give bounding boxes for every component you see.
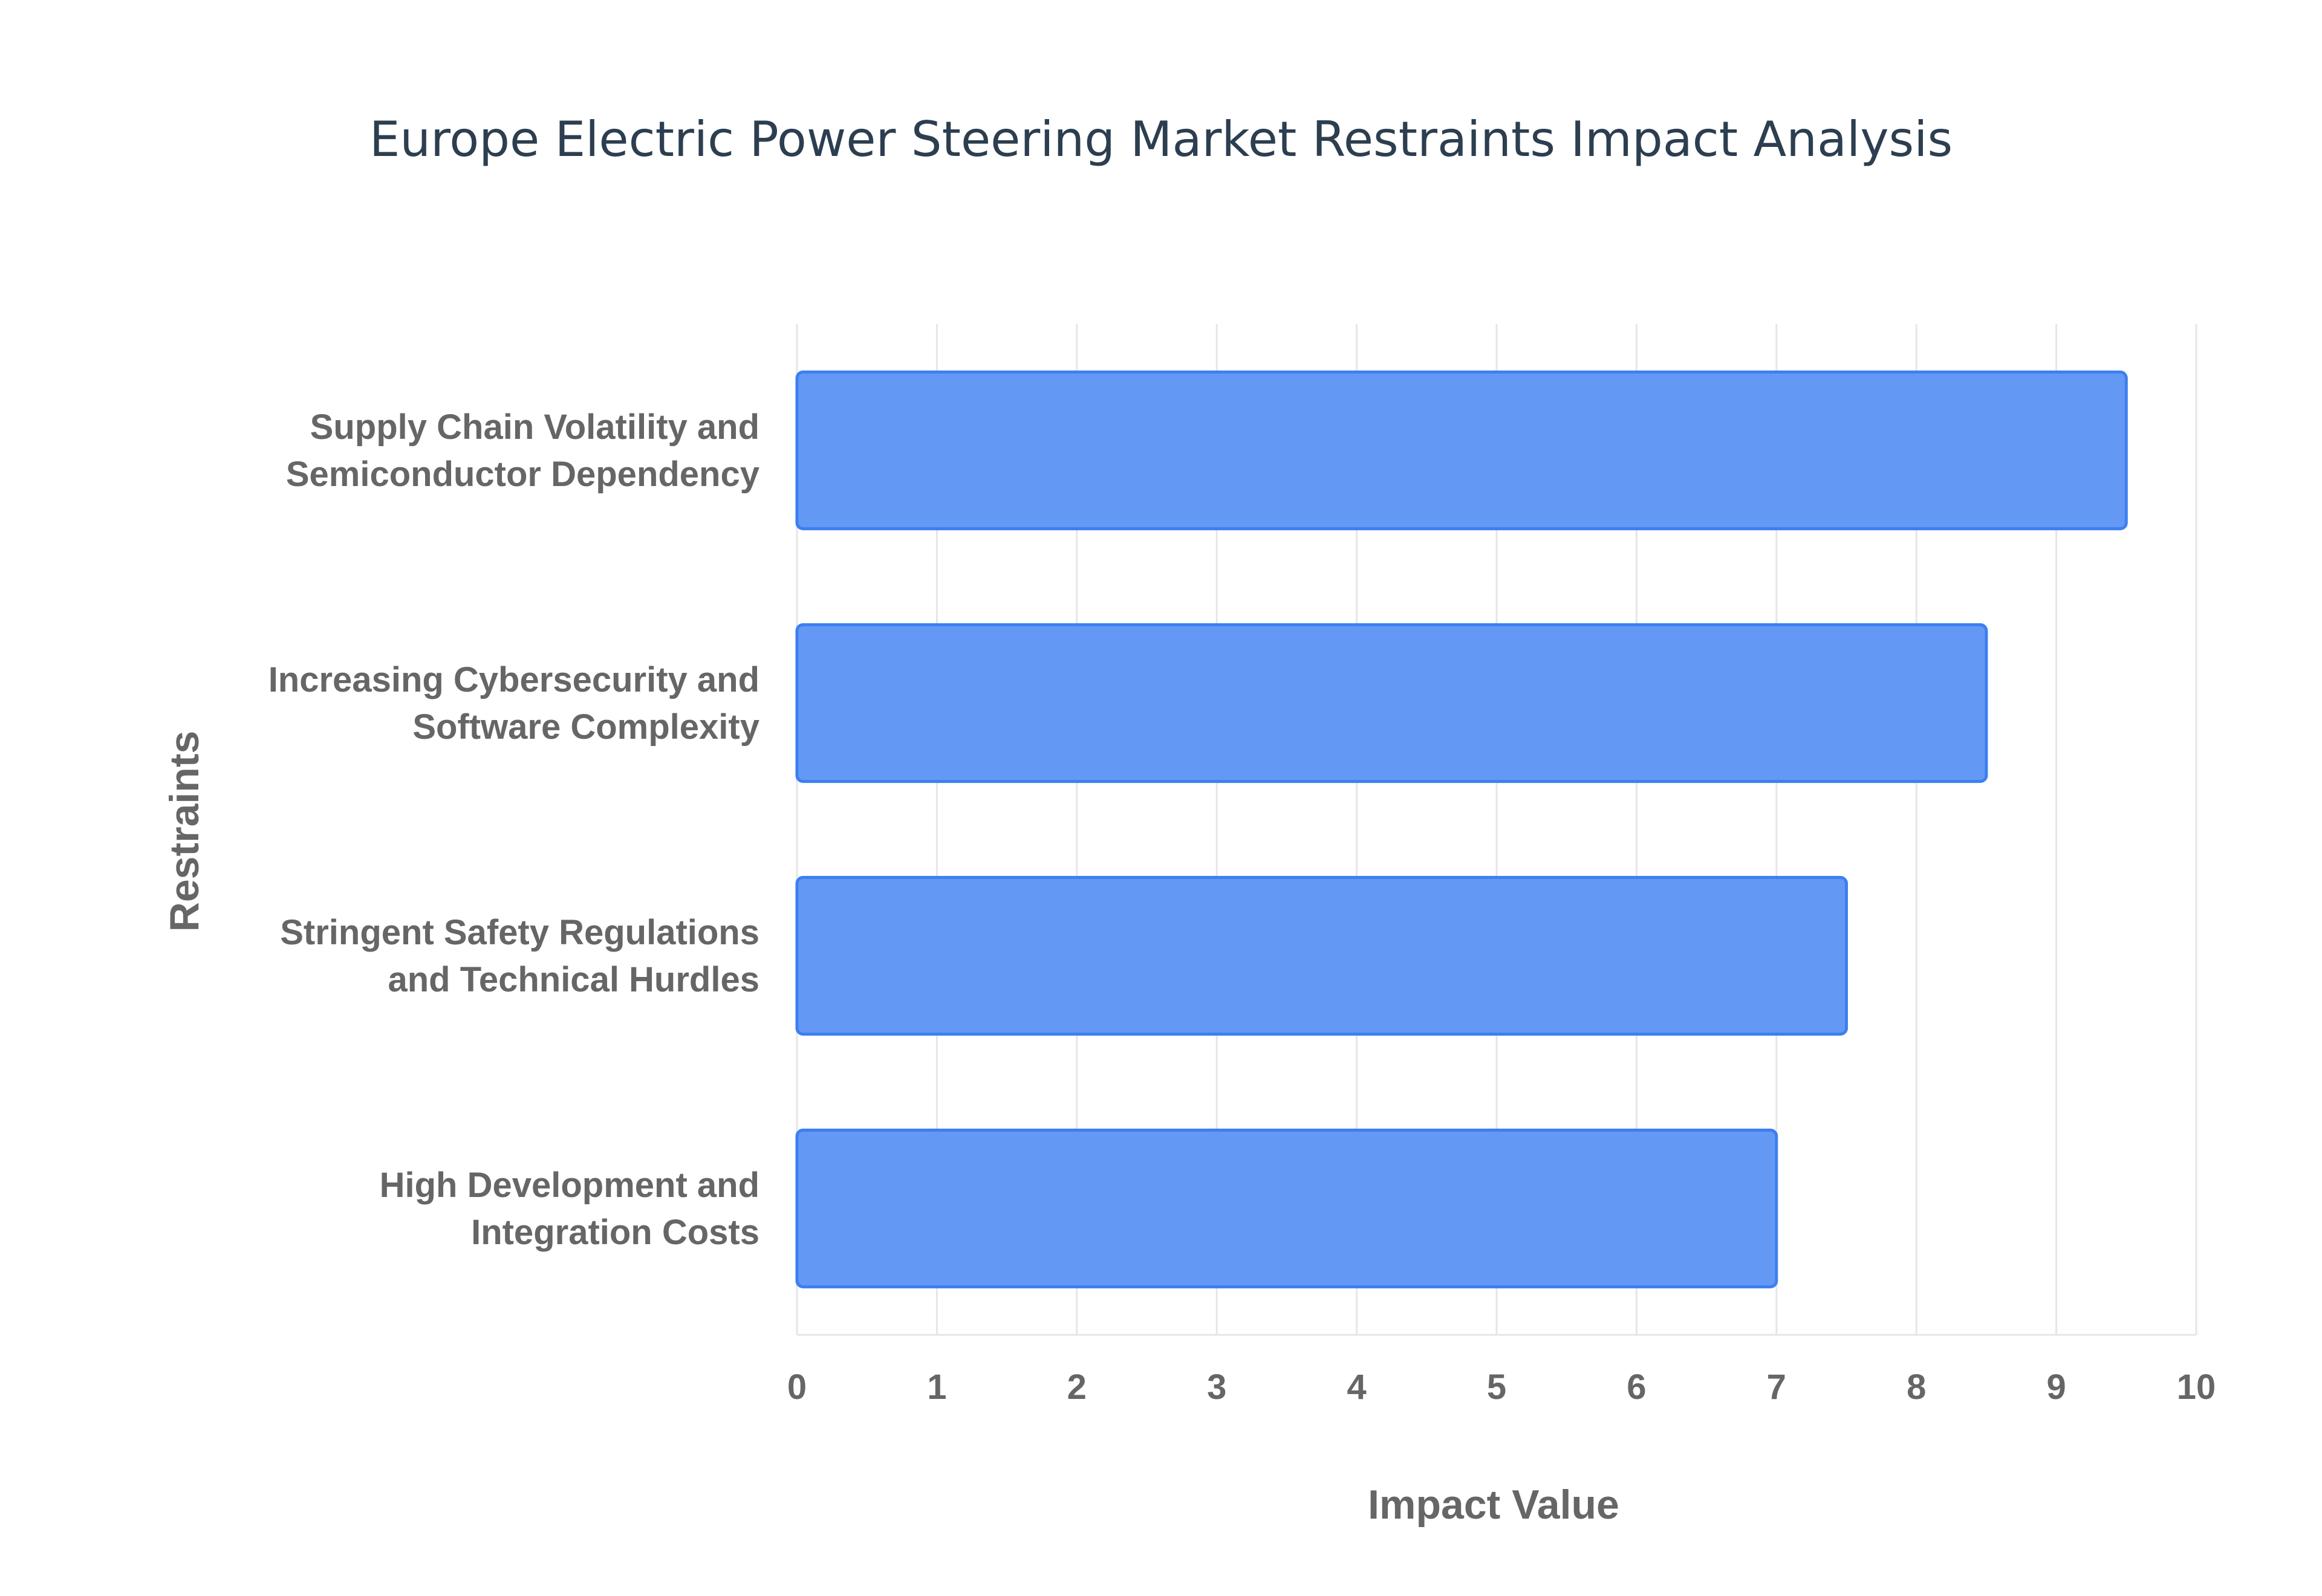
category-label: Stringent Safety Regulations and Technica… bbox=[280, 913, 759, 999]
x-tick-label: 5 bbox=[1487, 1367, 1506, 1407]
x-tick-label: 8 bbox=[1907, 1367, 1926, 1407]
x-tick-label: 0 bbox=[787, 1367, 807, 1407]
x-tick-label: 7 bbox=[1767, 1367, 1786, 1407]
x-tick-label: 9 bbox=[2046, 1367, 2066, 1407]
category-label-line: Integration Costs bbox=[471, 1213, 759, 1252]
category-label: Increasing Cybersecurity and Software Com… bbox=[268, 660, 759, 747]
bar bbox=[795, 623, 1988, 783]
x-tick-labels: 0 1 2 3 4 5 6 7 8 9 10 bbox=[787, 1367, 2216, 1407]
x-tick-label: 1 bbox=[927, 1367, 946, 1407]
x-tick-label: 10 bbox=[2177, 1367, 2216, 1407]
bar bbox=[795, 370, 2128, 531]
category-label-line: High Development and bbox=[380, 1166, 759, 1205]
bars bbox=[795, 370, 2128, 1289]
category-label: Supply Chain Volatility and Semiconductor… bbox=[286, 407, 759, 494]
x-tick-label: 2 bbox=[1067, 1367, 1087, 1407]
category-label-line: Stringent Safety Regulations bbox=[280, 913, 759, 952]
y-axis-title: Restraints bbox=[161, 731, 207, 932]
x-axis-title: Impact Value bbox=[1368, 1482, 1619, 1528]
bar bbox=[795, 1128, 1778, 1289]
x-tick-label: 4 bbox=[1347, 1367, 1366, 1407]
category-label-line: Increasing Cybersecurity and bbox=[268, 660, 759, 699]
category-label-line: Supply Chain Volatility and bbox=[310, 407, 759, 447]
bar bbox=[795, 875, 1848, 1036]
category-labels: Supply Chain Volatility and Semiconductor… bbox=[268, 407, 759, 1252]
category-label-line: Semiconductor Dependency bbox=[286, 455, 759, 494]
x-tick-label: 6 bbox=[1627, 1367, 1646, 1407]
category-label-line: Software Complexity bbox=[412, 707, 759, 747]
x-tick-label: 3 bbox=[1207, 1367, 1226, 1407]
category-label: High Development and Integration Costs bbox=[380, 1166, 759, 1252]
category-label-line: and Technical Hurdles bbox=[388, 960, 759, 999]
chart-title: Europe Electric Power Steering Market Re… bbox=[369, 111, 1953, 167]
